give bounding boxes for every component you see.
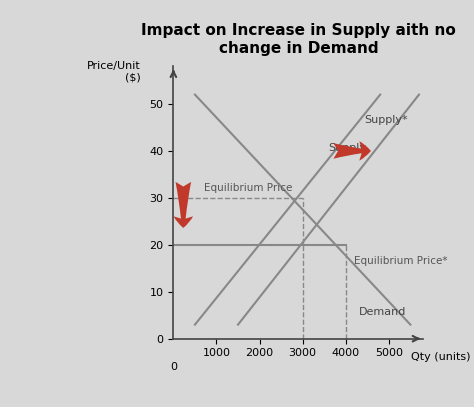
Text: Demand: Demand xyxy=(359,307,406,317)
Text: Supply: Supply xyxy=(328,143,366,153)
Text: Equilibrium Price: Equilibrium Price xyxy=(203,183,292,193)
Text: Equilibrium Price*: Equilibrium Price* xyxy=(355,256,448,266)
Y-axis label: Price/Unit
($): Price/Unit ($) xyxy=(87,61,141,83)
X-axis label: Qty (units): Qty (units) xyxy=(411,352,471,362)
Text: Supply*: Supply* xyxy=(365,115,408,125)
Text: 0: 0 xyxy=(170,362,177,372)
Title: Impact on Increase in Supply aith no
change in Demand: Impact on Increase in Supply aith no cha… xyxy=(141,23,456,55)
